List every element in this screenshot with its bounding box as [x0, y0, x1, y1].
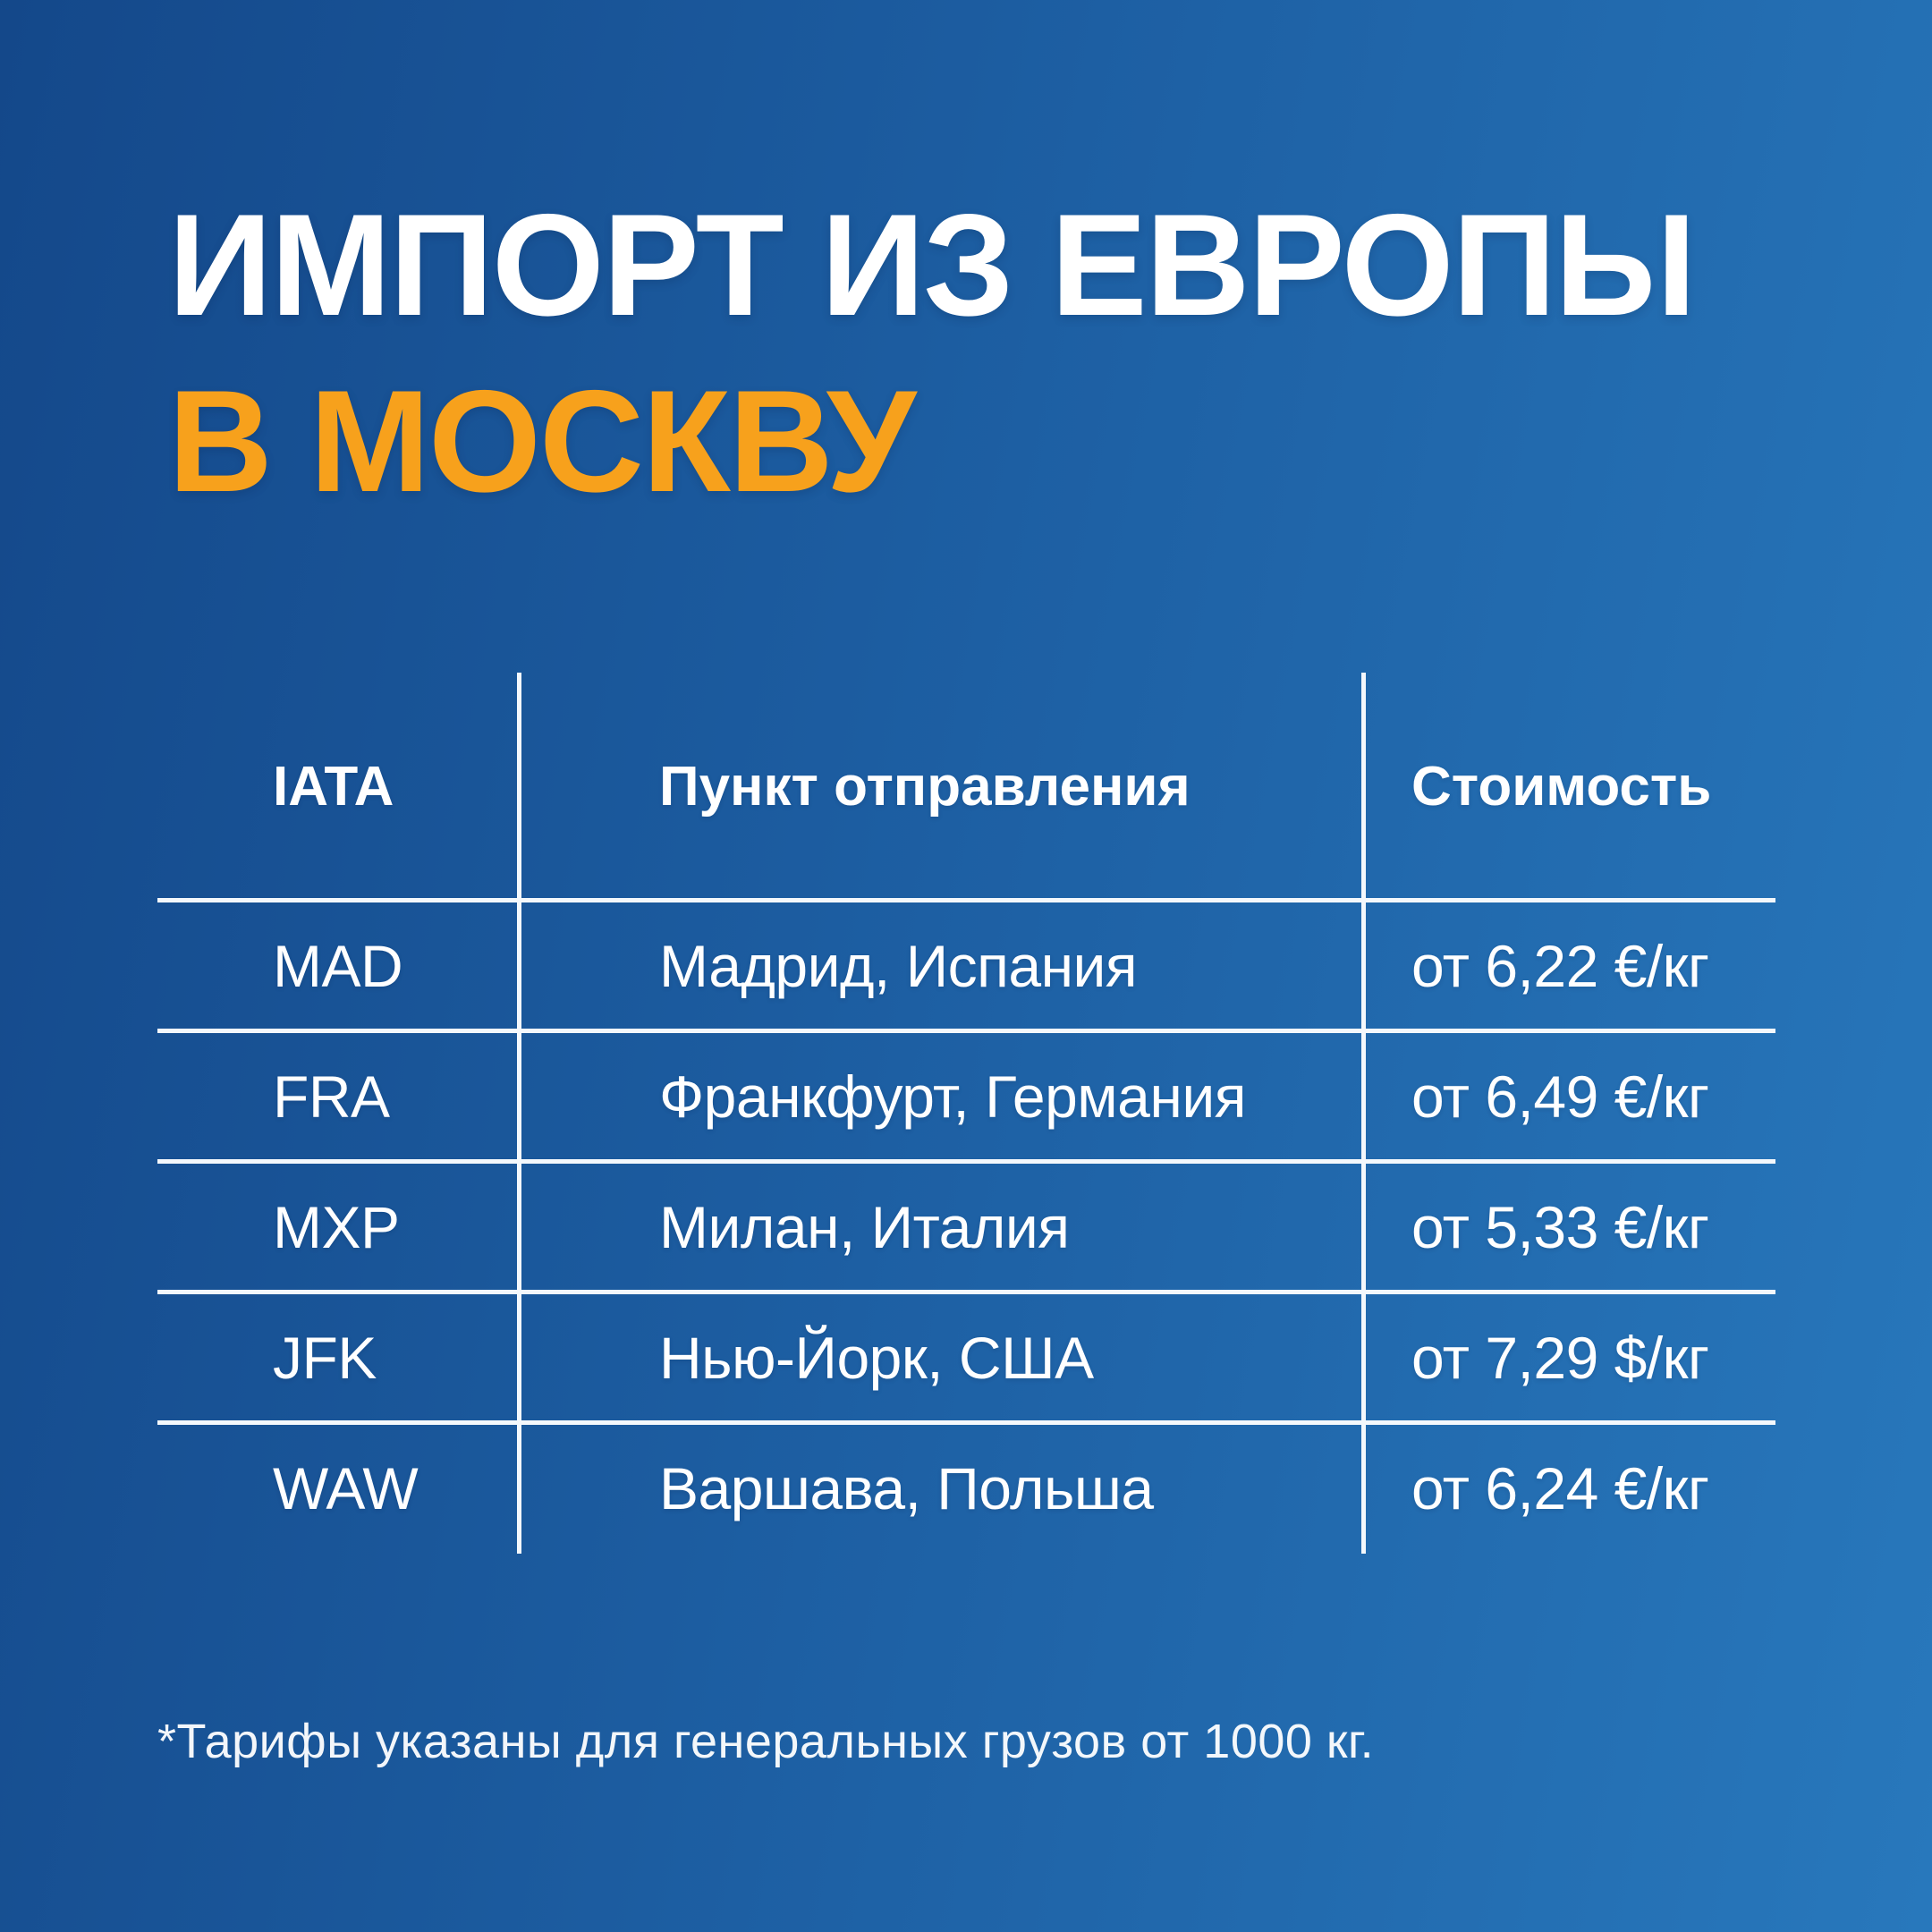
row-mxp-price: от 5,33 €/кг [1411, 1194, 1709, 1260]
row-divider-header [157, 898, 1775, 902]
row-mad-iata: MAD [273, 933, 403, 999]
row-divider-2 [157, 1159, 1775, 1164]
row-jfk-iata: JFK [273, 1325, 377, 1391]
rates-table-grid: IATA Пункт отправления Стоимость MAD Мад… [157, 673, 1775, 1554]
row-divider-3 [157, 1290, 1775, 1294]
row-waw-iata: WAW [273, 1455, 419, 1521]
row-mad-origin: Мадрид, Испания [659, 933, 1138, 999]
title-line-1: ИМПОРТ ИЗ ЕВРОПЫ [168, 184, 1697, 346]
header-iata: IATA [273, 756, 394, 818]
row-divider-4 [157, 1420, 1775, 1425]
tariff-footnote: *Тарифы указаны для генеральных грузов о… [157, 1715, 1375, 1768]
row-jfk-origin: Нью-Йорк, США [659, 1325, 1094, 1391]
row-mxp-origin: Милан, Италия [659, 1194, 1070, 1260]
header-price: Стоимость [1411, 756, 1712, 818]
row-divider-1 [157, 1029, 1775, 1033]
row-mxp-iata: MXP [273, 1194, 400, 1260]
title-line-2: В МОСКВУ [168, 360, 916, 522]
row-jfk-price: от 7,29 $/кг [1411, 1325, 1709, 1391]
row-fra-price: от 6,49 €/кг [1411, 1063, 1709, 1130]
rates-table: IATA Пункт отправления Стоимость MAD Мад… [157, 673, 1775, 1554]
row-fra-iata: FRA [273, 1063, 390, 1130]
row-waw-origin: Варшава, Польша [659, 1455, 1154, 1521]
row-waw-price: от 6,24 €/кг [1411, 1455, 1709, 1521]
header-origin: Пункт отправления [659, 756, 1191, 818]
row-mad-price: от 6,22 €/кг [1411, 933, 1709, 999]
column-divider-2 [1361, 673, 1366, 1554]
column-divider-1 [517, 673, 521, 1554]
row-fra-origin: Франкфурт, Германия [659, 1063, 1246, 1130]
page-title: ИМПОРТ ИЗ ЕВРОПЫ В МОСКВУ [168, 178, 1697, 530]
